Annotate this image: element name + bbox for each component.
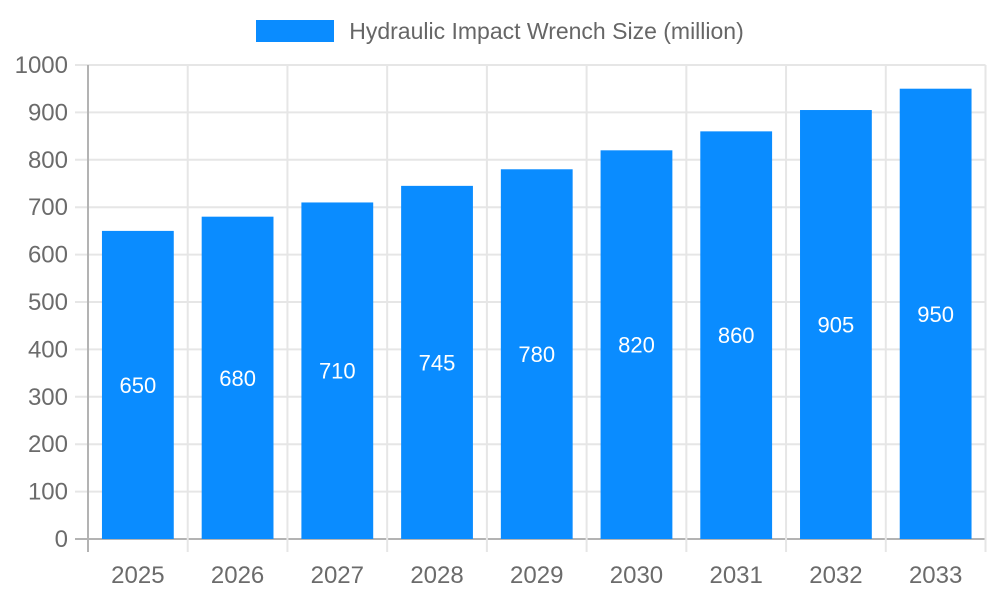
x-axis-tick-label: 2027 [311,562,364,589]
x-axis-tick-label: 2025 [111,562,164,589]
legend-label: Hydraulic Impact Wrench Size (million) [349,18,744,44]
bar-2032[interactable] [800,110,872,539]
y-axis-tick-label: 400 [28,336,68,363]
bar-2033[interactable] [899,88,972,539]
x-axis-tick-label: 2033 [909,562,962,589]
y-axis-tick-label: 500 [28,289,68,316]
y-axis-tick-label: 100 [28,479,68,506]
bar-value-label: 905 [818,313,855,338]
y-axis-tick-label: 800 [28,147,68,174]
bar-value-label: 745 [419,350,456,375]
bar-value-label: 860 [718,323,755,348]
bar-value-label: 820 [618,333,655,358]
x-axis-tick-label: 2028 [410,562,463,589]
legend-swatch [256,20,335,42]
bar-2025[interactable] [101,230,174,539]
bar-2031[interactable] [700,131,773,540]
y-axis-tick-label: 600 [28,242,68,269]
y-axis-tick-label: 0 [55,526,68,553]
bar-value-label: 950 [917,302,954,327]
y-axis-tick-label: 1000 [15,52,68,79]
bar-2027[interactable] [301,202,374,539]
y-axis-tick-label: 200 [28,431,68,458]
bar-2028[interactable] [401,185,473,539]
bar-value-label: 650 [120,373,157,398]
bar-2030[interactable] [600,150,673,539]
bar-2029[interactable] [500,169,573,539]
y-axis-tick-label: 900 [28,99,68,126]
x-axis-tick-label: 2032 [809,562,862,589]
x-axis-tick-label: 2029 [510,562,563,589]
bar-value-label: 710 [319,359,356,384]
bar-value-label: 780 [518,342,555,367]
x-axis-tick-label: 2026 [211,562,264,589]
bar-value-label: 680 [219,366,256,391]
y-axis-tick-label: 700 [28,194,68,221]
x-axis-tick-label: 2030 [610,562,663,589]
x-axis-tick-label: 2031 [709,562,762,589]
y-axis-tick-label: 300 [28,384,68,411]
chart-legend-item[interactable]: Hydraulic Impact Wrench Size (million) [0,18,1000,44]
bar-2026[interactable] [201,216,274,539]
